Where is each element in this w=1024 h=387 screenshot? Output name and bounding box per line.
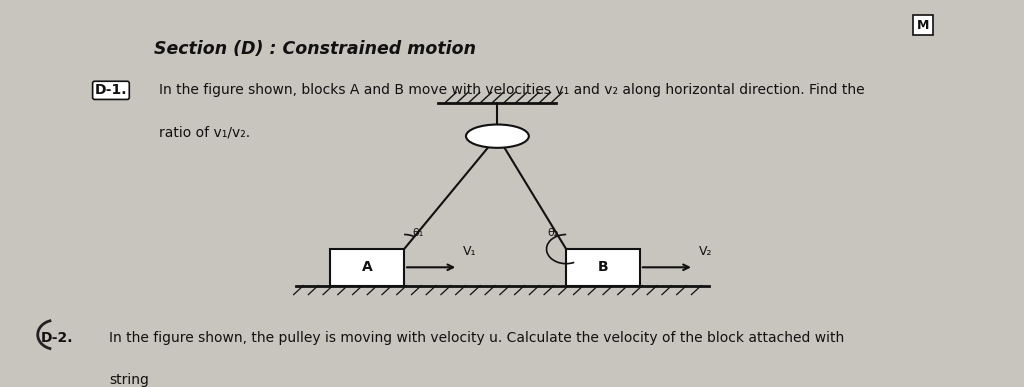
Text: A: A [361, 260, 373, 274]
Text: D-1.: D-1. [94, 83, 127, 98]
Text: In the figure shown, the pulley is moving with velocity u. Calculate the velocit: In the figure shown, the pulley is movin… [110, 331, 845, 345]
Text: ratio of v₁/v₂.: ratio of v₁/v₂. [159, 125, 250, 139]
Text: θ₂: θ₂ [547, 228, 558, 238]
Text: θ₁: θ₁ [412, 228, 423, 238]
Text: V₁: V₁ [463, 245, 476, 258]
Bar [331, 249, 404, 286]
Text: Section (D) : Constrained motion: Section (D) : Constrained motion [154, 39, 475, 58]
Text: V₂: V₂ [698, 245, 713, 258]
Text: D-2.: D-2. [41, 331, 73, 345]
Circle shape [466, 125, 528, 148]
Text: B: B [598, 260, 608, 274]
Text: M: M [916, 19, 929, 32]
Text: In the figure shown, blocks A and B move with velocities v₁ and v₂ along horizon: In the figure shown, blocks A and B move… [159, 83, 864, 98]
Text: string: string [110, 373, 150, 387]
Bar [566, 249, 640, 286]
